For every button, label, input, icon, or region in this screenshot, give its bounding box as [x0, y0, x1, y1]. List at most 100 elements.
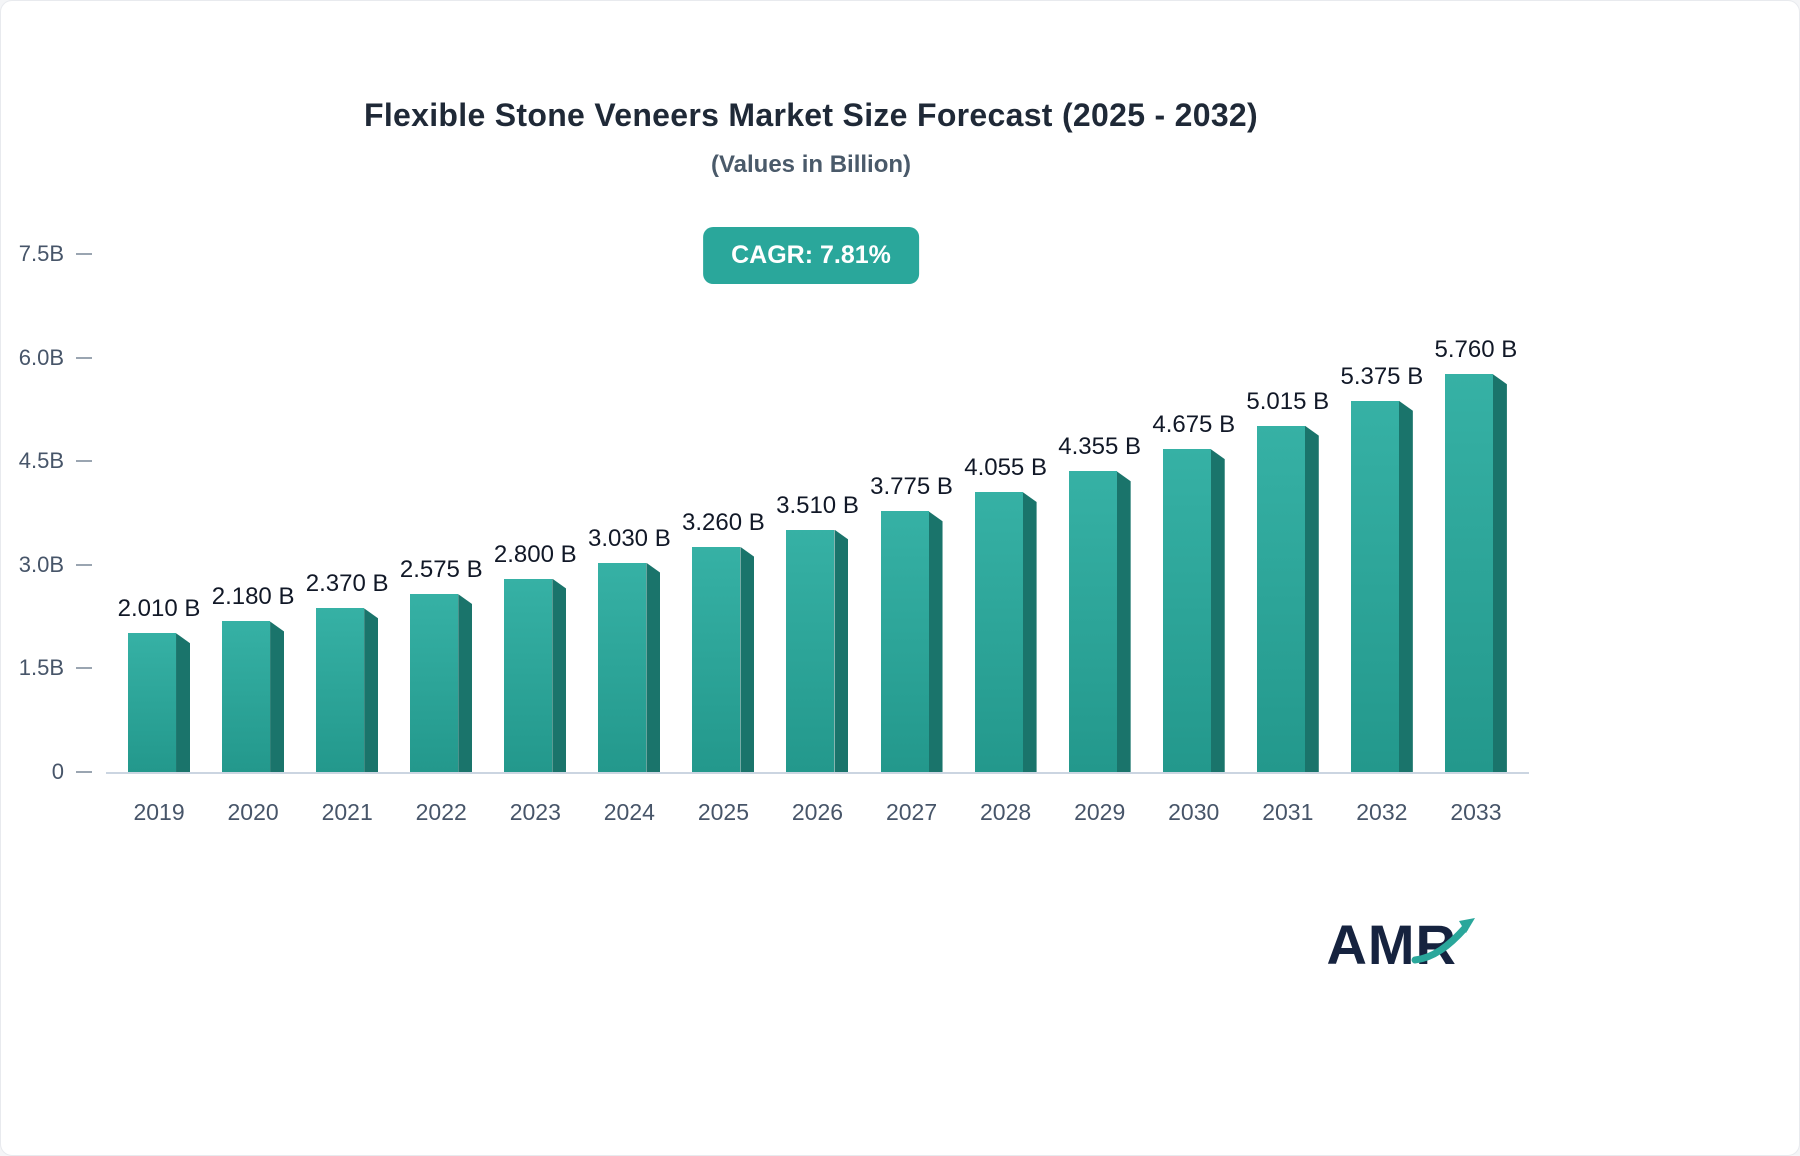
x-axis-label: 2024 [603, 799, 655, 825]
y-tick: 3.0B [19, 552, 92, 578]
chart-title: Flexible Stone Veneers Market Size Forec… [364, 97, 1258, 133]
bar [316, 608, 379, 772]
bar-group: 2.575 B 2022 [394, 556, 488, 825]
bar-group: 5.015 B 2031 [1241, 387, 1335, 825]
x-axis-label: 2030 [1168, 799, 1220, 825]
bar-side-face [1304, 425, 1319, 772]
bar-face [128, 633, 177, 772]
bar-value-label: 3.260 B [682, 508, 765, 536]
bar-group: 3.775 B 2027 [865, 473, 959, 825]
bar-value-label: 5.375 B [1340, 362, 1424, 390]
x-axis-label: 2031 [1262, 799, 1314, 825]
x-axis-label: 2025 [697, 799, 749, 825]
bar-group: 4.055 B 2028 [959, 453, 1053, 825]
bar-group: 2.180 B 2020 [206, 583, 300, 825]
bar-side-face [1210, 449, 1225, 772]
bar [410, 594, 473, 772]
bar-face [598, 562, 647, 772]
bar-side-face [1492, 374, 1507, 772]
bar-face [974, 491, 1023, 772]
bar-group: 2.800 B 2023 [488, 540, 582, 825]
x-axis-label: 2029 [1074, 799, 1126, 825]
bar-side-face [928, 511, 943, 772]
plot-area: 2.010 B 2019 2.180 B 2020 2.370 B 2021 [19, 241, 1529, 825]
bar-value-label: 3.030 B [587, 524, 671, 552]
bar-side-face [270, 621, 285, 772]
bar-side-face [458, 594, 473, 772]
x-axis-label: 2033 [1450, 799, 1502, 825]
bar-value-label: 5.760 B [1434, 336, 1518, 364]
bar [1350, 400, 1413, 772]
bar [598, 562, 661, 772]
bar-side-face [740, 546, 755, 772]
chart-subtitle: (Values in Billion) [710, 151, 912, 178]
bar-side-face [176, 633, 191, 772]
x-axis-label: 2019 [133, 799, 185, 825]
bar [1256, 425, 1319, 772]
y-tick: 1.5B [19, 655, 92, 681]
bar-value-label: 2.010 B [117, 595, 201, 623]
brand-logo: AMR [1326, 912, 1481, 977]
y-tick-mark [76, 356, 92, 359]
y-tick: 0 [52, 759, 92, 785]
bar-side-face [552, 578, 567, 772]
bar-group: 4.675 B 2030 [1147, 411, 1241, 825]
bar-value-label: 2.180 B [211, 583, 295, 611]
bar-value-label: 4.675 B [1152, 411, 1236, 439]
bars: 2.010 B 2019 2.180 B 2020 2.370 B 2021 [112, 254, 1523, 825]
bar-value-label: 4.355 B [1058, 433, 1142, 461]
bar [880, 511, 943, 772]
bar [692, 546, 755, 772]
y-tick-mark [76, 771, 92, 773]
bar-group: 3.260 B 2025 [676, 508, 770, 825]
bar-value-label: 3.510 B [776, 491, 859, 519]
y-tick: 4.5B [19, 448, 92, 474]
y-tick-label: 1.5B [18, 655, 64, 681]
x-axis-label: 2027 [885, 799, 938, 825]
bar [974, 491, 1037, 772]
bar-group: 3.510 B 2026 [770, 491, 864, 825]
bar [128, 633, 191, 772]
bar-group: 5.760 B 2033 [1429, 336, 1523, 825]
cagr-badge: CAGR: 7.81% [703, 227, 919, 284]
bar-side-face [1116, 471, 1131, 772]
bar-face [692, 546, 741, 772]
bar [1068, 471, 1131, 772]
bar-value-label: 5.015 B [1246, 387, 1330, 415]
bar-value-label: 2.575 B [399, 556, 483, 584]
y-tick-label: 0 [51, 759, 64, 784]
bar-group: 2.010 B 2019 [112, 595, 206, 825]
bar [786, 529, 849, 772]
bar-face [316, 608, 365, 772]
y-tick-label: 4.5B [18, 448, 64, 474]
x-axis-label: 2023 [509, 799, 561, 825]
y-tick-mark [76, 667, 92, 670]
bar-face [222, 621, 271, 772]
bar-side-face [364, 608, 379, 772]
x-axis-label: 2021 [321, 799, 373, 825]
bar-value-label: 2.800 B [493, 540, 577, 568]
bar-value-label: 2.370 B [305, 570, 389, 598]
bar-face [880, 511, 929, 772]
brand-logo-text: AMR [1326, 913, 1457, 976]
bar-face [410, 594, 459, 772]
x-axis-label: 2022 [415, 799, 467, 825]
y-tick-mark [76, 253, 92, 255]
y-tick-mark [76, 563, 92, 566]
x-axis-label: 2026 [791, 799, 844, 825]
bar-group: 5.375 B 2032 [1335, 362, 1429, 825]
bar-face [504, 578, 553, 772]
y-tick-mark [76, 460, 92, 463]
bar-value-label: 4.055 B [964, 453, 1047, 481]
bar-group: 4.355 B 2029 [1053, 433, 1147, 825]
bar [1162, 449, 1225, 772]
growth-arrow-icon [1411, 917, 1475, 963]
bar-group: 2.370 B 2021 [300, 570, 394, 825]
y-tick-label: 3.0B [18, 551, 64, 577]
bar [1444, 374, 1507, 772]
x-axis-label: 2028 [980, 799, 1032, 825]
x-axis-label: 2020 [227, 799, 279, 825]
bar-side-face [834, 529, 849, 772]
y-tick: 6.0B [19, 345, 92, 371]
